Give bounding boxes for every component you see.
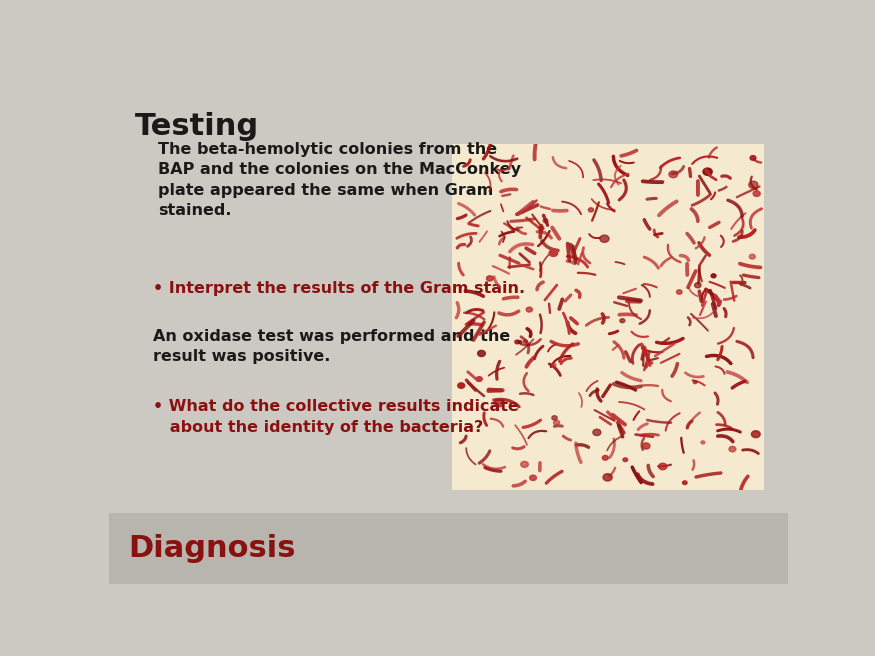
Bar <box>109 513 788 584</box>
Text: The beta-hemolytic colonies from the
BAP and the colonies on the MacConkey
plate: The beta-hemolytic colonies from the BAP… <box>158 142 522 218</box>
Text: Diagnosis: Diagnosis <box>129 534 296 563</box>
Text: • Interpret the results of the Gram stain.: • Interpret the results of the Gram stai… <box>153 281 526 296</box>
Text: • What do the collective results indicate
   about the identity of the bacteria?: • What do the collective results indicat… <box>153 400 520 435</box>
Text: An oxidase test was performed and the
result was positive.: An oxidase test was performed and the re… <box>153 329 511 364</box>
Bar <box>452 144 764 491</box>
Text: Testing: Testing <box>135 112 259 140</box>
